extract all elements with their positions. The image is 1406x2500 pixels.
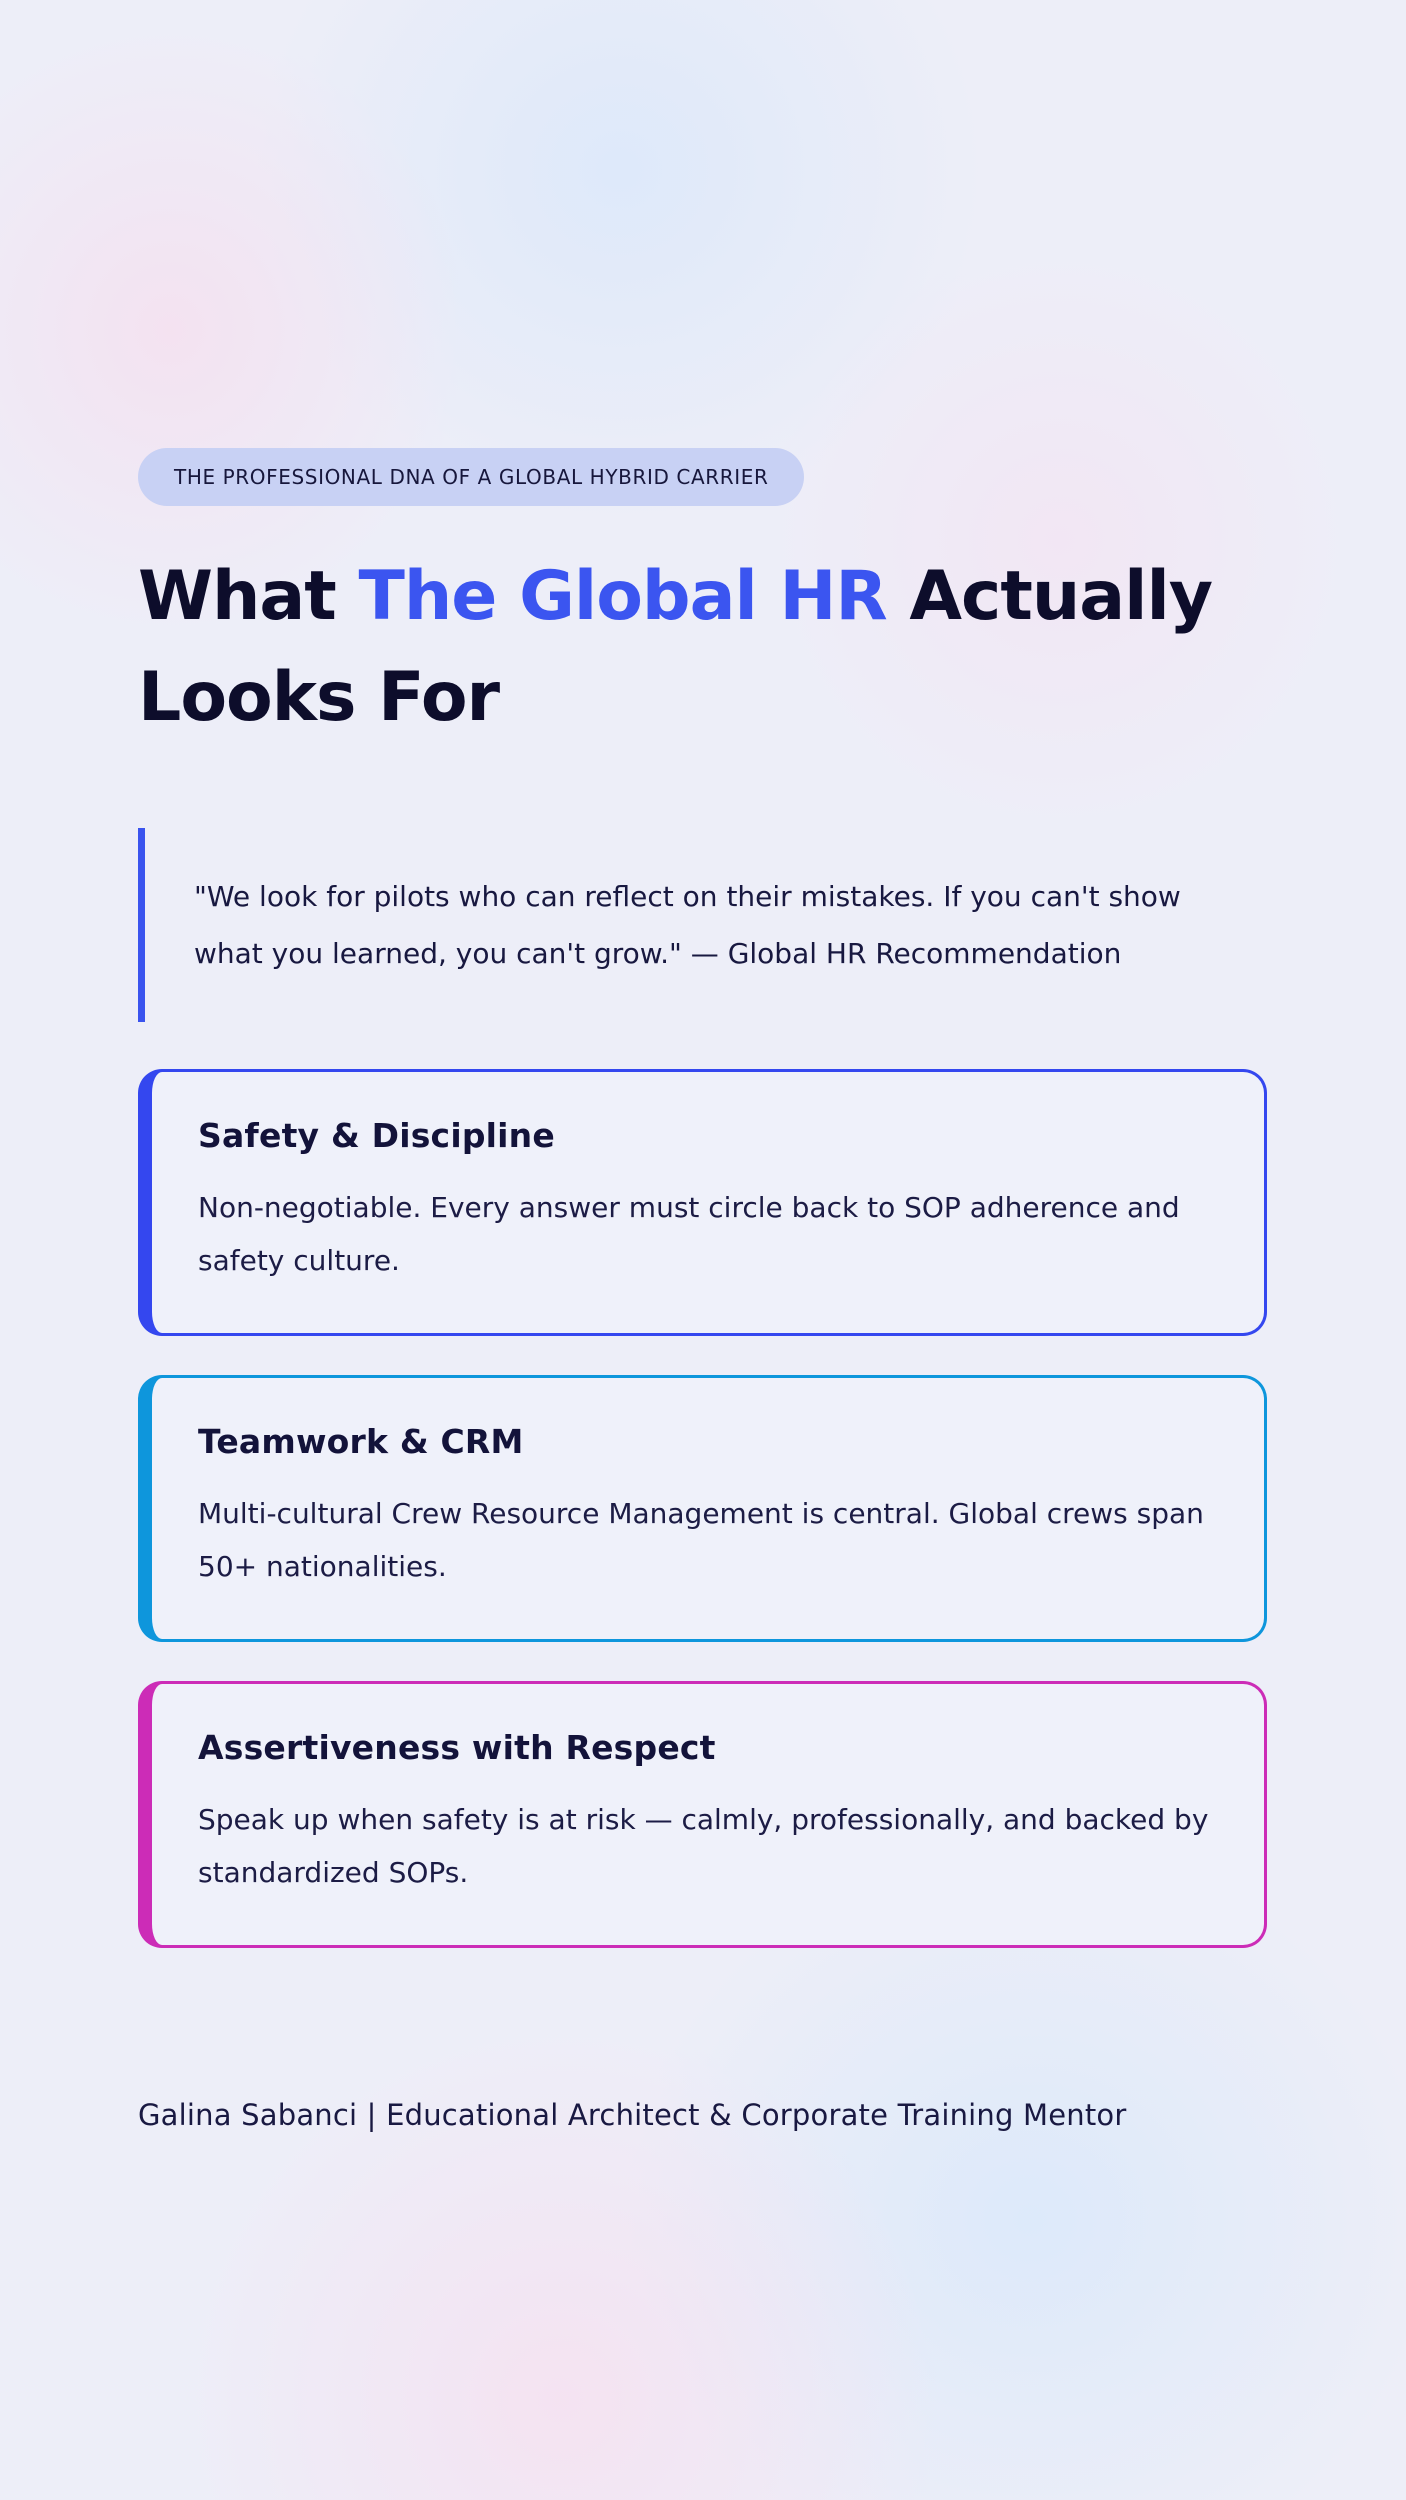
card-title: Safety & Discipline	[198, 1116, 555, 1155]
eyebrow-badge: THE PROFESSIONAL DNA OF A GLOBAL HYBRID …	[138, 448, 805, 506]
card-list: Safety & Discipline Non-negotiable. Ever…	[138, 1069, 1268, 1948]
title-line-2: Looks For	[138, 658, 500, 737]
card-body: Non-negotiable. Every answer must circle…	[198, 1191, 1180, 1277]
title-line-1: What The Global HR Actually	[138, 557, 1213, 636]
slide-content: THE PROFESSIONAL DNA OF A GLOBAL HYBRID …	[138, 448, 1268, 2132]
card-body: Speak up when safety is at risk — calmly…	[198, 1803, 1209, 1889]
title-prefix: What	[138, 557, 359, 636]
title-suffix: Actually	[886, 557, 1213, 636]
card-body: Multi-cultural Crew Resource Management …	[198, 1497, 1204, 1583]
quote-text: "We look for pilots who can reflect on t…	[194, 880, 1181, 970]
card-title: Teamwork & CRM	[198, 1422, 524, 1461]
card-safety-discipline: Safety & Discipline Non-negotiable. Ever…	[138, 1069, 1267, 1336]
author-byline: Galina Sabanci | Educational Architect &…	[138, 2098, 1127, 2132]
page-title: What The Global HR Actually Looks For	[138, 546, 1268, 748]
card-assertiveness-respect: Assertiveness with Respect Speak up when…	[138, 1681, 1267, 1948]
title-highlight: The Global HR	[358, 557, 887, 636]
quote-block: "We look for pilots who can reflect on t…	[138, 828, 1213, 1022]
card-teamwork-crm: Teamwork & CRM Multi-cultural Crew Resou…	[138, 1375, 1267, 1642]
card-title: Assertiveness with Respect	[198, 1728, 716, 1767]
